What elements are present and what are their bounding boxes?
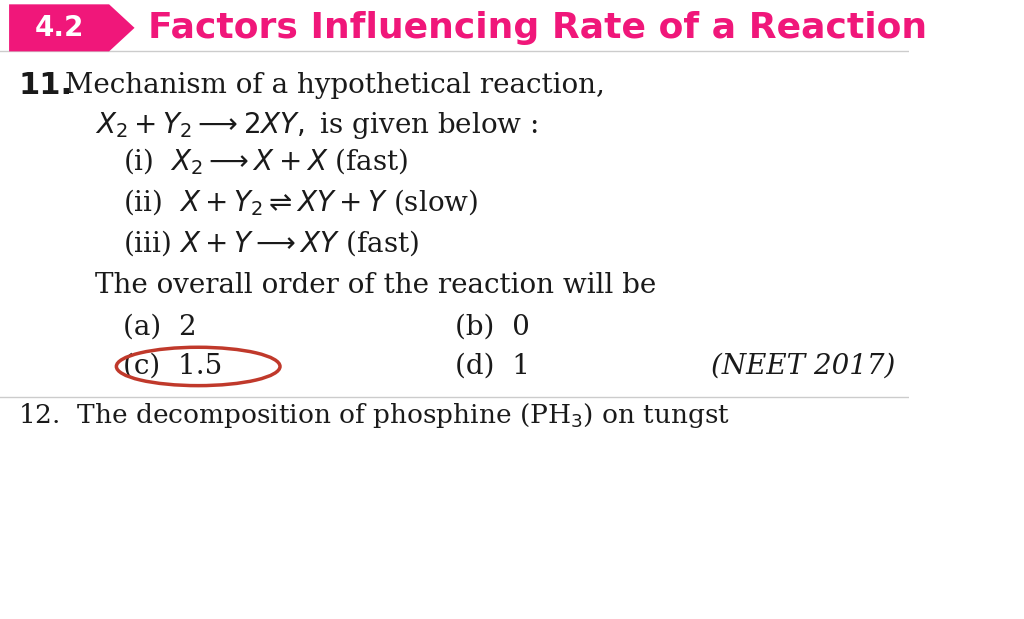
Text: (c)  1.5: (c) 1.5 bbox=[123, 353, 222, 380]
Text: 4.2: 4.2 bbox=[35, 14, 84, 42]
Text: (iii) $X + Y \longrightarrow XY$ (fast): (iii) $X + Y \longrightarrow XY$ (fast) bbox=[123, 228, 419, 258]
Text: The overall order of the reaction will be: The overall order of the reaction will b… bbox=[95, 272, 656, 300]
Text: 12.  The decomposition of phosphine (PH$_3$) on tungst: 12. The decomposition of phosphine (PH$_… bbox=[18, 402, 730, 430]
Polygon shape bbox=[9, 4, 134, 51]
Text: (b)  0: (b) 0 bbox=[455, 313, 529, 340]
Text: 11.: 11. bbox=[18, 71, 73, 100]
Text: (ii)  $X + Y_2 \rightleftharpoons XY + Y$ (slow): (ii) $X + Y_2 \rightleftharpoons XY + Y$… bbox=[123, 187, 478, 218]
Text: (a)  2: (a) 2 bbox=[123, 313, 197, 340]
Text: Factors Influencing Rate of a Reaction: Factors Influencing Rate of a Reaction bbox=[148, 11, 928, 45]
Text: (d)  1: (d) 1 bbox=[455, 353, 529, 380]
Text: (NEET 2017): (NEET 2017) bbox=[711, 353, 895, 380]
FancyBboxPatch shape bbox=[0, 0, 909, 51]
Text: $X_2 + Y_2 \longrightarrow 2XY,$ is given below :: $X_2 + Y_2 \longrightarrow 2XY,$ is give… bbox=[95, 110, 539, 141]
Text: Mechanism of a hypothetical reaction,: Mechanism of a hypothetical reaction, bbox=[66, 72, 605, 99]
Text: (i)  $X_2 \longrightarrow X + X$ (fast): (i) $X_2 \longrightarrow X + X$ (fast) bbox=[123, 147, 409, 178]
